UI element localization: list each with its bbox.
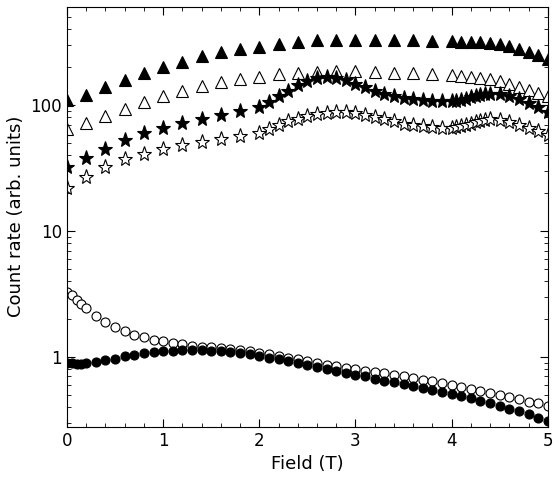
Y-axis label: Count rate (arb. units): Count rate (arb. units)	[7, 116, 25, 317]
X-axis label: Field (T): Field (T)	[271, 455, 344, 473]
